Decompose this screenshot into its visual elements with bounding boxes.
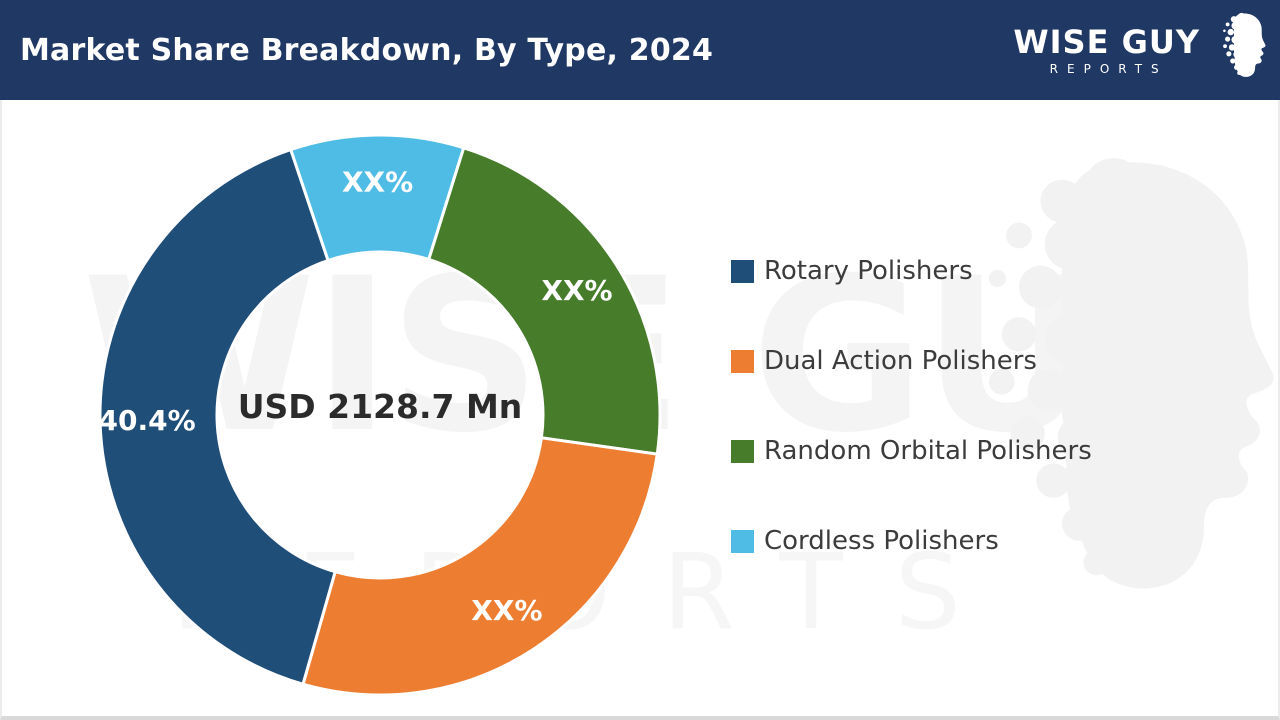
header-bar: Market Share Breakdown, By Type, 2024 WI… (0, 0, 1280, 100)
legend-swatch-cordless-polishers (731, 529, 754, 553)
donut-segment-rotary-polishers[interactable] (98, 147, 338, 687)
legend-label: Random Orbital Polishers (764, 436, 1092, 466)
logo-name: WISE GUY (1013, 22, 1200, 61)
legend-swatch-dual-action-polishers (731, 349, 754, 373)
logo-subname: REPORTS (1049, 61, 1168, 76)
legend-item-rotary-polishers[interactable]: Rotary Polishers (731, 258, 1092, 284)
donut-center-value: USD 2128.7 Mn (237, 387, 523, 426)
donut-segment-label-cordless-polishers: XX% (342, 166, 413, 199)
legend-swatch-rotary-polishers (731, 259, 754, 283)
legend-item-random-orbital-polishers[interactable]: Random Orbital Polishers (731, 438, 1092, 464)
legend-label: Cordless Polishers (764, 526, 999, 556)
page-title: Market Share Breakdown, By Type, 2024 (20, 32, 714, 68)
legend-label: Rotary Polishers (764, 256, 973, 286)
donut-segment-label-dual-action-polishers: XX% (471, 594, 542, 627)
donut-segment-dual-action-polishers[interactable] (301, 436, 659, 697)
legend-label: Dual Action Polishers (764, 346, 1037, 376)
logo-face-icon (1202, 10, 1266, 90)
donut-segment-random-orbital-polishers[interactable] (426, 145, 662, 456)
wiseguy-logo: WISE GUY REPORTS (1013, 10, 1266, 90)
chart-area: WISE GUY REPORTS XX%XX%XX%40.4% USD 2128… (0, 100, 1280, 720)
donut-segment-label-rotary-polishers: 40.4% (99, 404, 196, 437)
logo-text: WISE GUY REPORTS (1013, 25, 1200, 76)
legend-item-dual-action-polishers[interactable]: Dual Action Polishers (731, 348, 1092, 374)
legend-item-cordless-polishers[interactable]: Cordless Polishers (731, 528, 1092, 554)
legend: Rotary Polishers Dual Action Polishers Ran… (731, 258, 1092, 618)
donut-chart: XX% XX% XX% 40.4% (98, 133, 662, 697)
legend-swatch-random-orbital-polishers (731, 439, 754, 463)
donut-segment-label-random-orbital-polishers: XX% (541, 274, 612, 307)
